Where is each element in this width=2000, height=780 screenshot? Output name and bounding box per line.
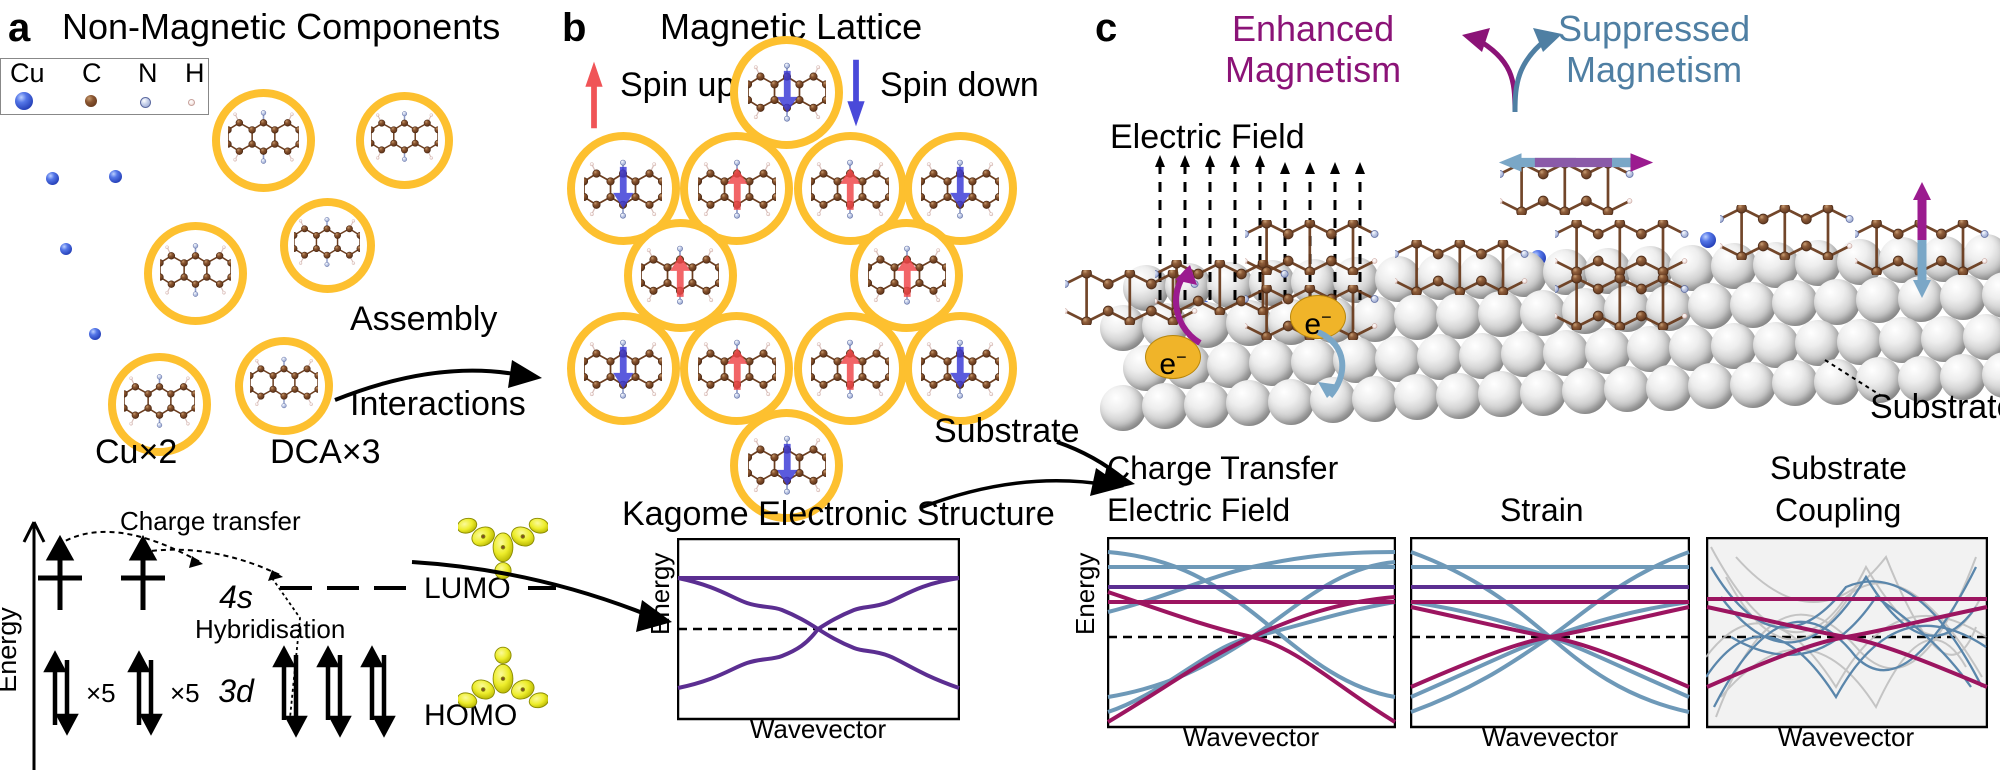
svg-text:4s: 4s bbox=[219, 579, 253, 615]
svg-text:Charge transfer: Charge transfer bbox=[120, 506, 301, 536]
svg-text:Wavevector: Wavevector bbox=[750, 714, 887, 741]
svg-text:3d: 3d bbox=[218, 673, 255, 709]
svg-text:×5: ×5 bbox=[170, 678, 200, 708]
svg-text:×5: ×5 bbox=[86, 678, 116, 708]
svg-text:Wavevector: Wavevector bbox=[1482, 722, 1619, 749]
svg-text:Energy: Energy bbox=[0, 607, 22, 693]
svg-text:Wavevector: Wavevector bbox=[1183, 722, 1320, 749]
svg-text:Hybridisation: Hybridisation bbox=[195, 614, 345, 644]
svg-text:Wavevector: Wavevector bbox=[1778, 722, 1915, 749]
